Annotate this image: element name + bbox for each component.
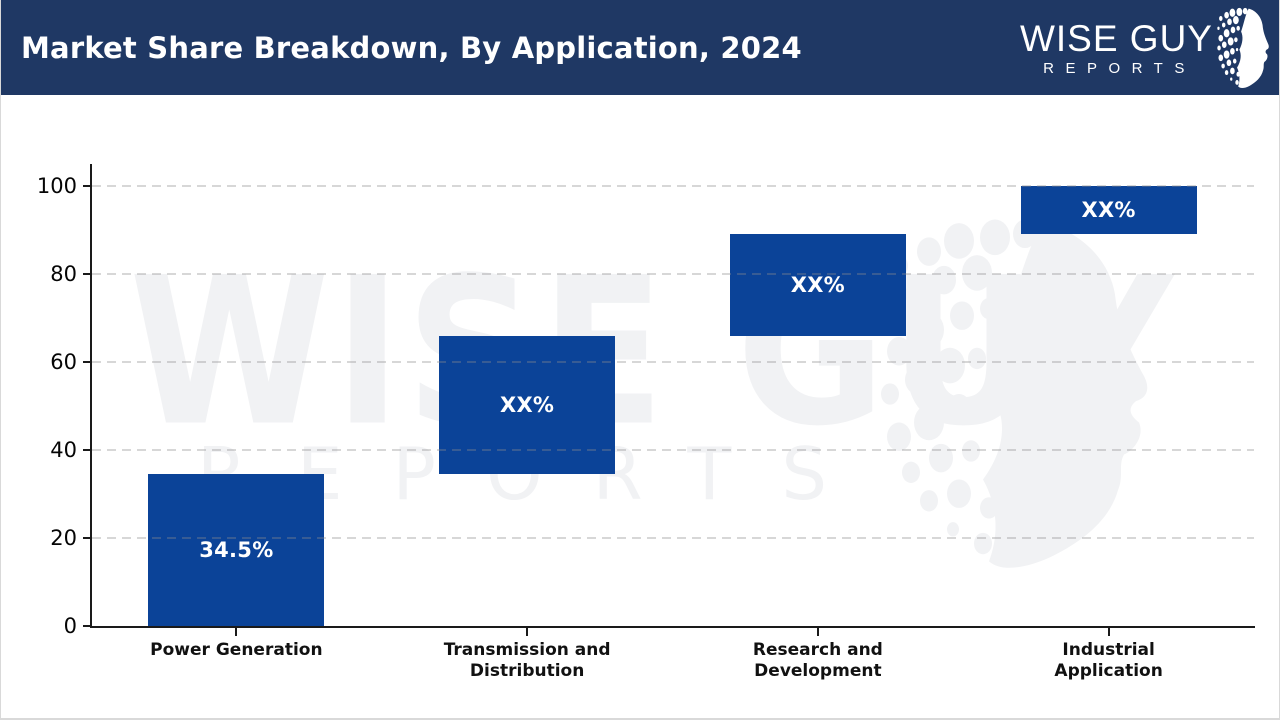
x-axis-tick: [526, 628, 529, 636]
y-axis-tick: [83, 273, 91, 275]
y-tick-label: 40: [50, 438, 77, 462]
wiseguy-logo-text: WISE GUY REPORTS: [1019, 17, 1213, 77]
grid-line: [92, 273, 1254, 275]
y-axis-line: [90, 164, 92, 628]
x-category-label-line: Industrial: [1062, 640, 1155, 660]
x-category-label-line: Research and: [752, 640, 883, 660]
y-axis-tick: [83, 537, 91, 539]
grid-line: [92, 449, 1254, 451]
y-axis-tick: [83, 361, 91, 363]
x-axis-tick: [235, 628, 238, 636]
wiseguy-logo-head-icon: [1217, 7, 1269, 89]
chart-title: Market Share Breakdown, By Application, …: [21, 30, 802, 65]
y-axis-tick: [83, 449, 91, 451]
grid-line: [92, 185, 1254, 187]
bar-value-label: XX%: [790, 272, 846, 297]
x-category-label: Industrial Application: [979, 640, 1239, 682]
grid-line: [92, 361, 1254, 363]
bar-value-label: 34.5%: [199, 538, 274, 563]
x-category-label-line: Power Generation: [150, 640, 323, 660]
x-axis-line: [90, 626, 1255, 628]
bar-segment: XX%: [1020, 186, 1197, 235]
grid-line: [92, 537, 1254, 539]
wiseguy-logo-subwordmark: REPORTS: [1043, 59, 1196, 77]
bar-segment: 34.5%: [148, 474, 325, 626]
bar-value-label: XX%: [1081, 198, 1136, 223]
y-axis-tick: [83, 625, 91, 627]
header-bar: Market Share Breakdown, By Application, …: [1, 0, 1279, 95]
x-category-label-line: Transmission and: [443, 640, 611, 660]
x-category-label: Research and Development: [688, 640, 948, 682]
wiseguy-logo-wordmark: WISE GUY: [1019, 17, 1213, 59]
y-tick-label: 100: [36, 174, 77, 198]
x-axis-tick: [1107, 628, 1110, 636]
watermark-head-logo-icon: [869, 216, 1169, 572]
x-category-label-line: Development: [754, 661, 882, 681]
y-tick-label: 60: [50, 350, 77, 374]
y-tick-label: 0: [63, 614, 77, 638]
bar-segment: XX%: [729, 234, 906, 336]
x-axis-tick: [816, 628, 819, 636]
y-tick-label: 20: [50, 526, 77, 550]
x-category-label-line: Application: [1054, 661, 1163, 681]
x-category-label: Transmission and Distribution: [397, 640, 657, 682]
bar-segment: XX%: [439, 335, 616, 475]
x-category-label: Power Generation: [106, 640, 366, 661]
y-tick-label: 80: [50, 262, 77, 286]
wiseguy-logo: WISE GUY REPORTS: [1020, 5, 1273, 91]
bar-value-label: XX%: [499, 392, 555, 417]
watermark-wordmark: WISE GUY: [129, 233, 1178, 471]
y-axis-tick: [83, 185, 91, 187]
x-category-label-line: Distribution: [469, 661, 585, 681]
